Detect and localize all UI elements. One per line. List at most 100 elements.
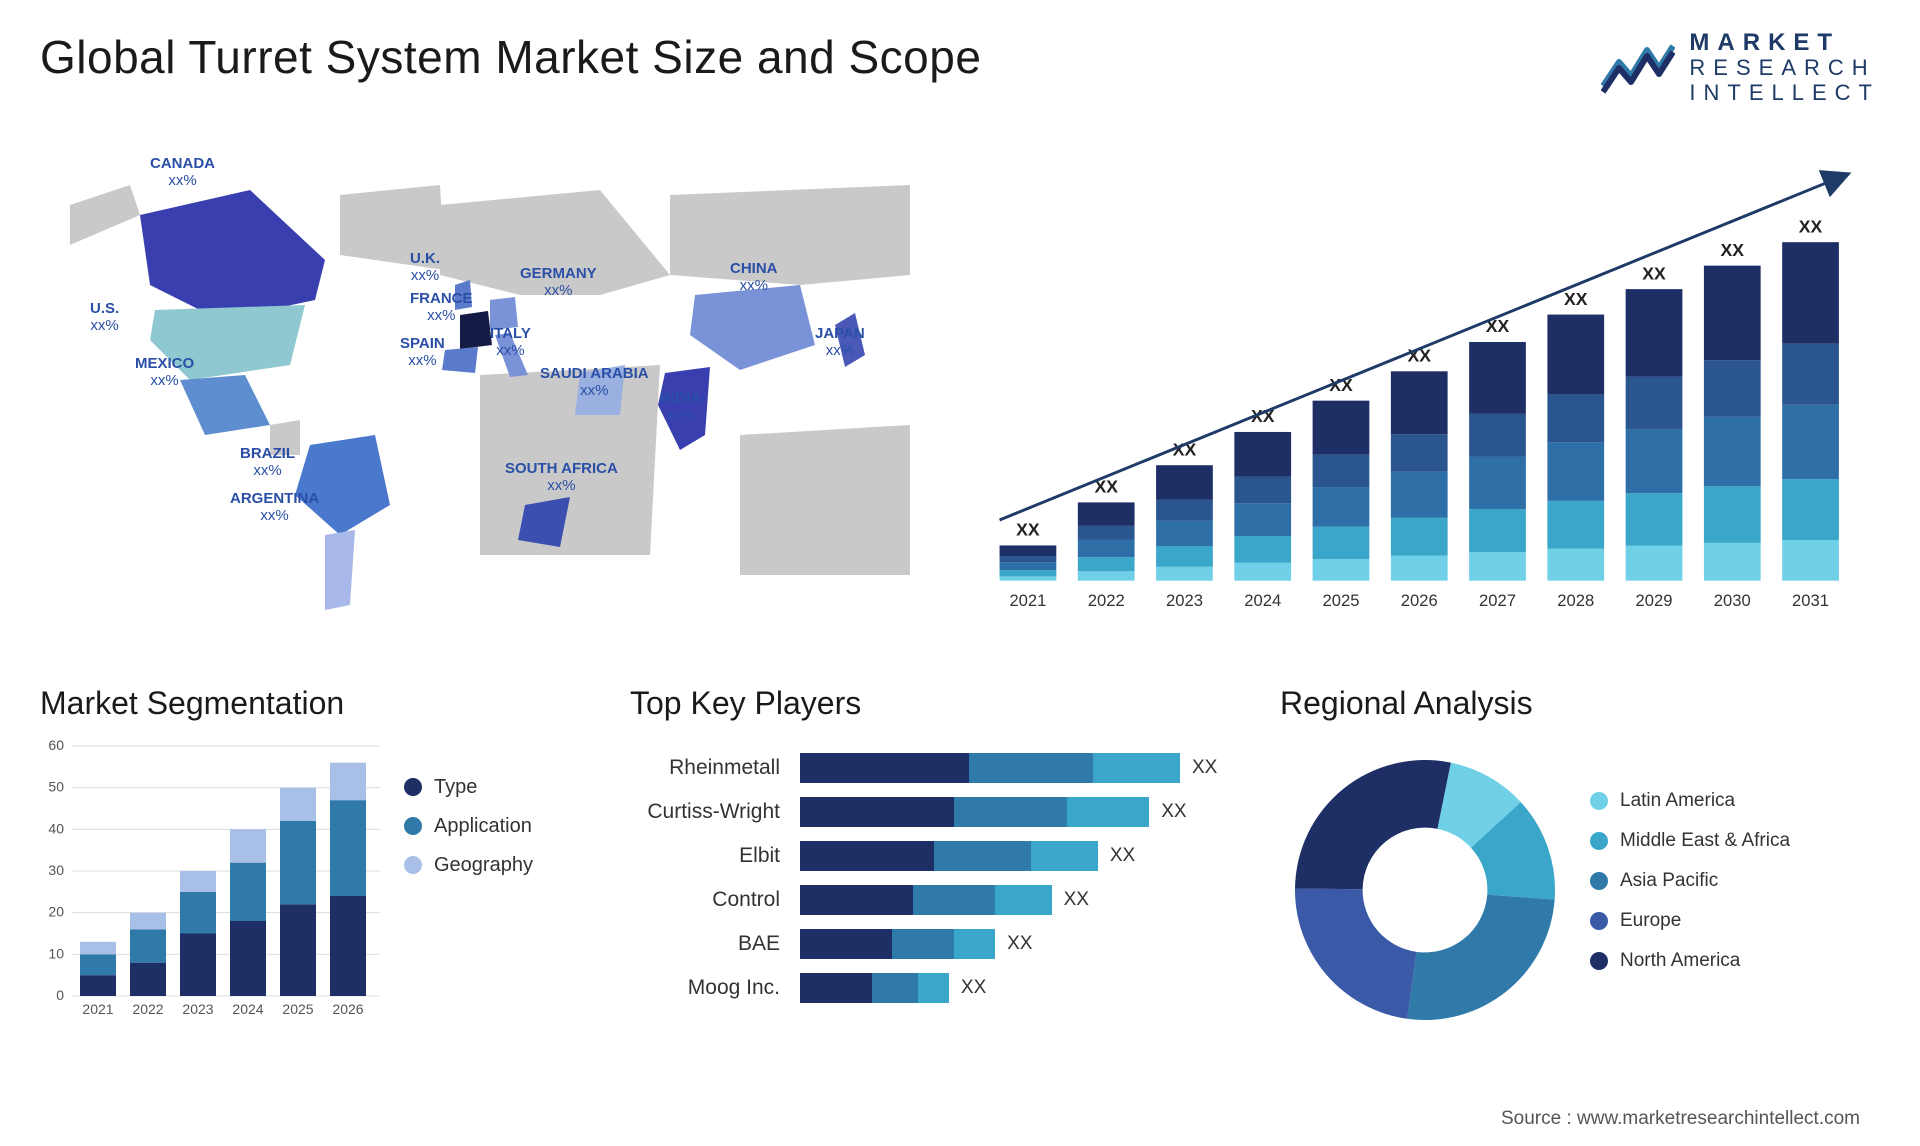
growth-bar-segment xyxy=(1078,557,1135,571)
player-bar-segment xyxy=(969,753,1092,783)
player-bar-segment xyxy=(800,929,892,959)
world-map-panel: CANADAxx%U.S.xx%MEXICOxx%BRAZILxx%ARGENT… xyxy=(40,125,940,645)
player-name: Curtiss-Wright xyxy=(630,790,780,834)
player-name: Rheinmetall xyxy=(630,746,780,790)
growth-bar-year: 2022 xyxy=(1088,591,1125,610)
seg-legend-item: Geography xyxy=(404,854,600,877)
seg-bar-segment xyxy=(80,942,116,955)
growth-chart: XX2021XX2022XX2023XX2024XX2025XX2026XX20… xyxy=(980,125,1880,645)
player-value: XX xyxy=(1110,845,1135,867)
legend-dot xyxy=(1590,832,1608,850)
player-name: Control xyxy=(630,878,780,922)
legend-label: Middle East & Africa xyxy=(1620,830,1790,852)
segmentation-chart: 0102030405060202120222023202420252026 xyxy=(40,736,380,1026)
player-value: XX xyxy=(961,977,986,999)
growth-bar-segment xyxy=(1782,540,1839,581)
growth-bar-segment xyxy=(1156,520,1213,545)
map-label-china: CHINAxx% xyxy=(730,260,778,295)
seg-y-tick: 60 xyxy=(48,737,64,753)
seg-bar-segment xyxy=(230,862,266,920)
seg-bar-segment xyxy=(180,892,216,934)
seg-y-tick: 20 xyxy=(48,903,64,919)
map-label-japan: JAPANxx% xyxy=(815,325,865,360)
donut-slice xyxy=(1407,895,1554,1020)
growth-bar-segment xyxy=(1391,371,1448,434)
player-bar-segment xyxy=(800,753,969,783)
player-row: XX xyxy=(800,966,1250,1010)
seg-x-label: 2026 xyxy=(332,1001,363,1017)
player-bar-segment xyxy=(1031,841,1098,871)
growth-bar-segment xyxy=(1234,503,1291,536)
player-bar xyxy=(800,929,995,959)
player-bar xyxy=(800,885,1052,915)
map-label-brazil: BRAZILxx% xyxy=(240,445,295,480)
growth-bar-year: 2021 xyxy=(1009,591,1046,610)
map-label-u-k-: U.K.xx% xyxy=(410,250,440,285)
growth-bar-value: XX xyxy=(1016,519,1040,539)
map-label-canada: CANADAxx% xyxy=(150,155,215,190)
seg-x-label: 2021 xyxy=(82,1001,113,1017)
regional-panel: Regional Analysis Latin AmericaMiddle Ea… xyxy=(1280,685,1880,1045)
growth-bar-segment xyxy=(1782,343,1839,404)
player-bar xyxy=(800,841,1098,871)
map-label-france: FRANCExx% xyxy=(410,290,473,325)
seg-bar-segment xyxy=(180,933,216,996)
growth-bar-segment xyxy=(1000,556,1057,562)
player-value: XX xyxy=(1007,933,1032,955)
player-bar-segment xyxy=(1067,797,1149,827)
player-bar-segment xyxy=(954,929,995,959)
growth-bar-segment xyxy=(1391,472,1448,518)
growth-bar-segment xyxy=(1626,493,1683,545)
growth-bar-segment xyxy=(1313,559,1370,581)
growth-bar-segment xyxy=(1704,486,1761,543)
player-name: BAE xyxy=(630,922,780,966)
growth-bar-segment xyxy=(1469,342,1526,414)
growth-bar-segment xyxy=(1704,265,1761,360)
seg-y-tick: 0 xyxy=(56,987,64,1003)
growth-bar-segment xyxy=(1234,536,1291,563)
brand-logo-icon xyxy=(1601,40,1675,94)
growth-bar-segment xyxy=(1156,567,1213,581)
growth-bar-year: 2031 xyxy=(1792,591,1829,610)
legend-dot xyxy=(404,817,422,835)
growth-bar-value: XX xyxy=(1564,289,1588,309)
seg-y-tick: 30 xyxy=(48,862,64,878)
players-labels: RheinmetallCurtiss-WrightElbitControlBAE… xyxy=(630,746,780,1010)
segmentation-title: Market Segmentation xyxy=(40,685,600,722)
player-bar-segment xyxy=(918,973,949,1003)
legend-dot xyxy=(1590,872,1608,890)
growth-bar-segment xyxy=(1391,434,1448,472)
legend-label: Asia Pacific xyxy=(1620,870,1718,892)
seg-bar-segment xyxy=(330,762,366,800)
legend-label: Application xyxy=(434,815,532,838)
legend-dot xyxy=(404,856,422,874)
seg-bar-segment xyxy=(80,954,116,975)
player-bar-segment xyxy=(934,841,1032,871)
player-bar xyxy=(800,797,1149,827)
growth-bar-segment xyxy=(1234,563,1291,581)
growth-bar-segment xyxy=(1391,555,1448,580)
seg-bar-segment xyxy=(280,821,316,904)
growth-bar-segment xyxy=(1000,562,1057,570)
player-row: XX xyxy=(800,746,1250,790)
growth-bar-segment xyxy=(1547,548,1604,580)
growth-bar-segment xyxy=(1156,465,1213,500)
seg-x-label: 2024 xyxy=(232,1001,263,1017)
growth-bar-segment xyxy=(1156,500,1213,521)
regional-legend-item: North America xyxy=(1590,950,1880,972)
growth-bar-segment xyxy=(1704,360,1761,417)
player-value: XX xyxy=(1192,757,1217,779)
player-bar-segment xyxy=(872,973,918,1003)
legend-dot xyxy=(1590,912,1608,930)
seg-bar-segment xyxy=(330,896,366,996)
growth-bar-segment xyxy=(1469,413,1526,456)
brand-logo: MARKET RESEARCH INTELLECT xyxy=(1601,30,1880,105)
map-label-u-s-: U.S.xx% xyxy=(90,300,119,335)
growth-bar-value: XX xyxy=(1799,216,1823,236)
regional-legend-item: Asia Pacific xyxy=(1590,870,1880,892)
growth-bar-segment xyxy=(1313,487,1370,527)
growth-bar-segment xyxy=(1547,394,1604,442)
seg-x-label: 2023 xyxy=(182,1001,213,1017)
growth-bar-value: XX xyxy=(1642,263,1666,283)
legend-dot xyxy=(404,778,422,796)
